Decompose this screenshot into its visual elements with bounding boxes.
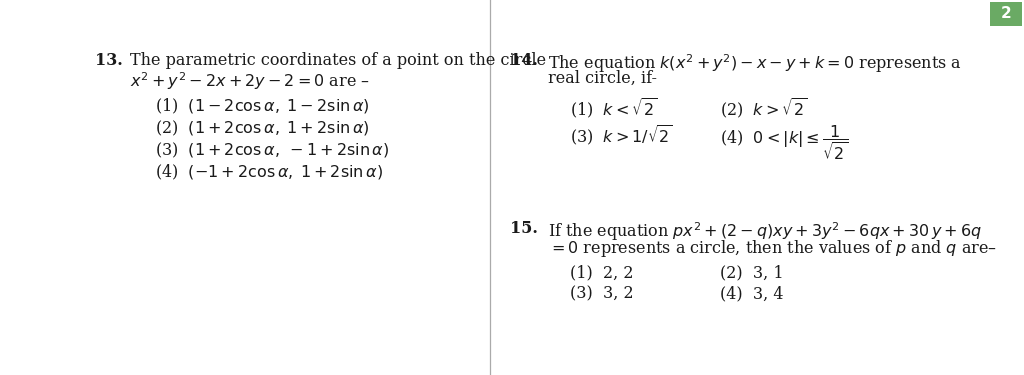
Text: The equation $k(x^2 + y^2) - x - y + k = 0$ represents a: The equation $k(x^2 + y^2) - x - y + k =… xyxy=(548,52,962,75)
Text: (4)  $0 < |k| \leq \dfrac{1}{\sqrt{2}}$: (4) $0 < |k| \leq \dfrac{1}{\sqrt{2}}$ xyxy=(720,124,848,163)
Text: (1)  $k < \sqrt{2}$: (1) $k < \sqrt{2}$ xyxy=(570,97,657,121)
Text: (2)  3, 1: (2) 3, 1 xyxy=(720,264,783,281)
Text: (1)  2, 2: (1) 2, 2 xyxy=(570,264,634,281)
Text: (2)  $(1 + 2\cos\alpha,\; 1 + 2\sin\alpha)$: (2) $(1 + 2\cos\alpha,\; 1 + 2\sin\alpha… xyxy=(155,119,370,138)
Text: (2)  $k > \sqrt{2}$: (2) $k > \sqrt{2}$ xyxy=(720,97,808,121)
Text: (1)  $(1 - 2\cos\alpha,\; 1 - 2\sin\alpha)$: (1) $(1 - 2\cos\alpha,\; 1 - 2\sin\alpha… xyxy=(155,97,370,116)
Text: If the equation $px^2 + (2 - q)xy + 3y^2 - 6qx + 30\,y + 6q$: If the equation $px^2 + (2 - q)xy + 3y^2… xyxy=(548,220,982,243)
Text: (3)  3, 2: (3) 3, 2 xyxy=(570,285,634,302)
Text: $= 0$ represents a circle, then the values of $p$ and $q$ are–: $= 0$ represents a circle, then the valu… xyxy=(548,238,997,259)
Text: (4)  $(-1 + 2\cos\alpha,\; 1 + 2\sin\alpha)$: (4) $(-1 + 2\cos\alpha,\; 1 + 2\sin\alph… xyxy=(155,163,383,182)
Text: real circle, if-: real circle, if- xyxy=(548,70,657,87)
Text: (4)  3, 4: (4) 3, 4 xyxy=(720,285,783,302)
FancyBboxPatch shape xyxy=(990,2,1022,26)
Text: (3)  $k > 1/\sqrt{2}$: (3) $k > 1/\sqrt{2}$ xyxy=(570,124,673,148)
Text: The parametric coordinates of a point on the circle: The parametric coordinates of a point on… xyxy=(130,52,546,69)
Text: $x^2 + y^2 - 2x + 2y - 2 = 0$ are –: $x^2 + y^2 - 2x + 2y - 2 = 0$ are – xyxy=(130,70,370,92)
Text: 2: 2 xyxy=(1000,6,1012,21)
Text: 15.: 15. xyxy=(510,220,538,237)
Text: 13.: 13. xyxy=(95,52,123,69)
Text: 14.: 14. xyxy=(510,52,538,69)
Text: (3)  $(1 + 2\cos\alpha,\; -1 + 2\sin\alpha)$: (3) $(1 + 2\cos\alpha,\; -1 + 2\sin\alph… xyxy=(155,141,389,160)
